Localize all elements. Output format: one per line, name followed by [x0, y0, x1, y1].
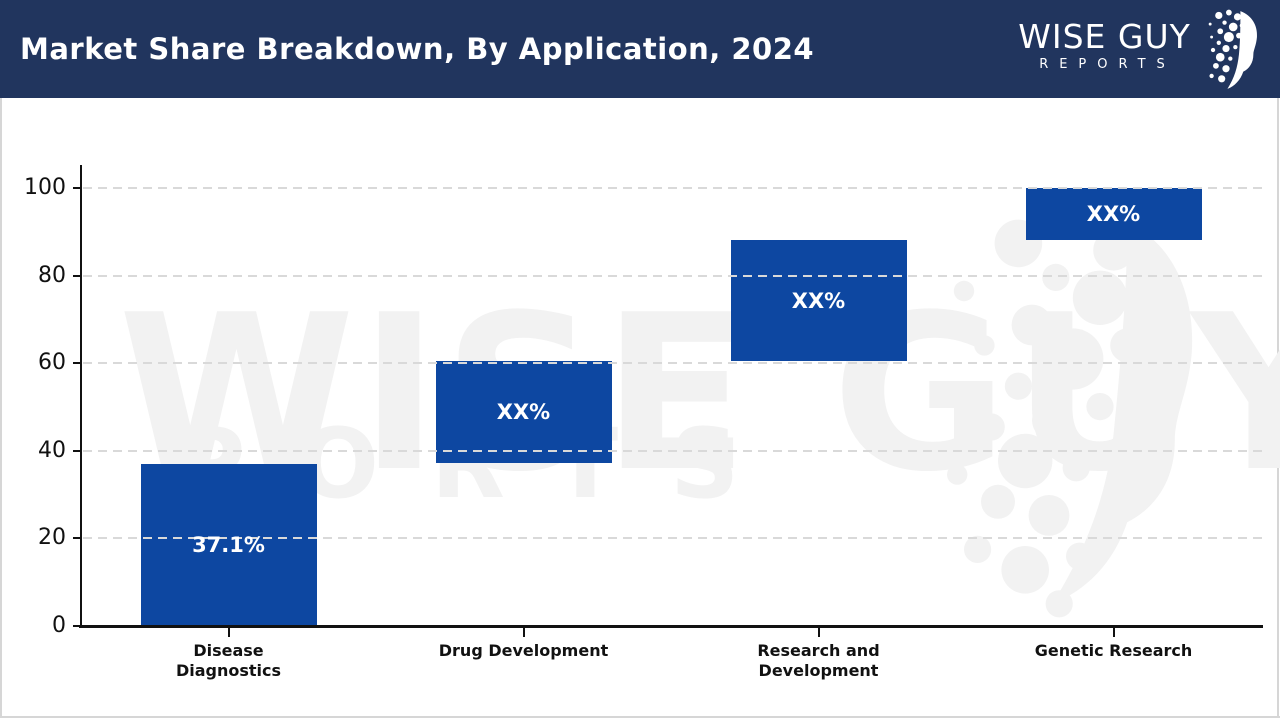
bar-value-label: 37.1% [192, 532, 265, 557]
y-tick [73, 537, 80, 540]
x-tick [817, 628, 820, 637]
bar-value-label: XX% [1086, 201, 1141, 226]
y-tick [73, 274, 80, 277]
brand-logo: WISE GUY REPORTS [1012, 6, 1262, 94]
x-axis [79, 625, 1263, 628]
y-tick [73, 362, 80, 365]
gridline [83, 449, 1268, 452]
y-tick [73, 625, 80, 627]
x-tick [1112, 628, 1115, 637]
y-tick-label: 40 [38, 437, 66, 463]
logo-wordmark: WISE GUY [1018, 17, 1191, 56]
x-tick [227, 628, 230, 637]
bar-value-label: XX% [791, 288, 846, 313]
x-tick-label: Research and Development [757, 641, 880, 680]
x-tick-label: Genetic Research [1034, 641, 1193, 660]
y-tick-label: 60 [38, 350, 66, 376]
gridline [83, 187, 1268, 189]
y-tick [73, 449, 80, 452]
x-tick-label: Disease Diagnostics [175, 641, 282, 680]
y-tick-label: 0 [52, 613, 66, 638]
y-tick-label: 80 [38, 262, 66, 288]
bar [730, 239, 907, 362]
gridline [83, 362, 1268, 365]
gridline [83, 274, 1268, 277]
figure-border-left [0, 98, 2, 718]
x-tick [522, 628, 525, 637]
bar [140, 463, 317, 626]
x-tick-label: Drug Development [438, 641, 609, 660]
y-tick [73, 187, 80, 189]
figure-border-right [1277, 98, 1279, 718]
y-tick-label: 20 [38, 525, 66, 551]
y-axis [80, 165, 82, 628]
bar [435, 361, 612, 464]
bar [1025, 188, 1202, 240]
logo-head-icon [1208, 9, 1258, 89]
watermark-head-dots [947, 206, 1193, 618]
y-tick-label: 100 [24, 175, 66, 200]
bar-value-label: XX% [496, 400, 551, 425]
figure-border-bottom [0, 716, 1280, 718]
header-bar: Market Share Breakdown, By Application, … [0, 0, 1280, 98]
logo-subtext: REPORTS [1039, 57, 1176, 72]
page-title: Market Share Breakdown, By Application, … [20, 32, 815, 66]
gridline [83, 537, 1268, 540]
